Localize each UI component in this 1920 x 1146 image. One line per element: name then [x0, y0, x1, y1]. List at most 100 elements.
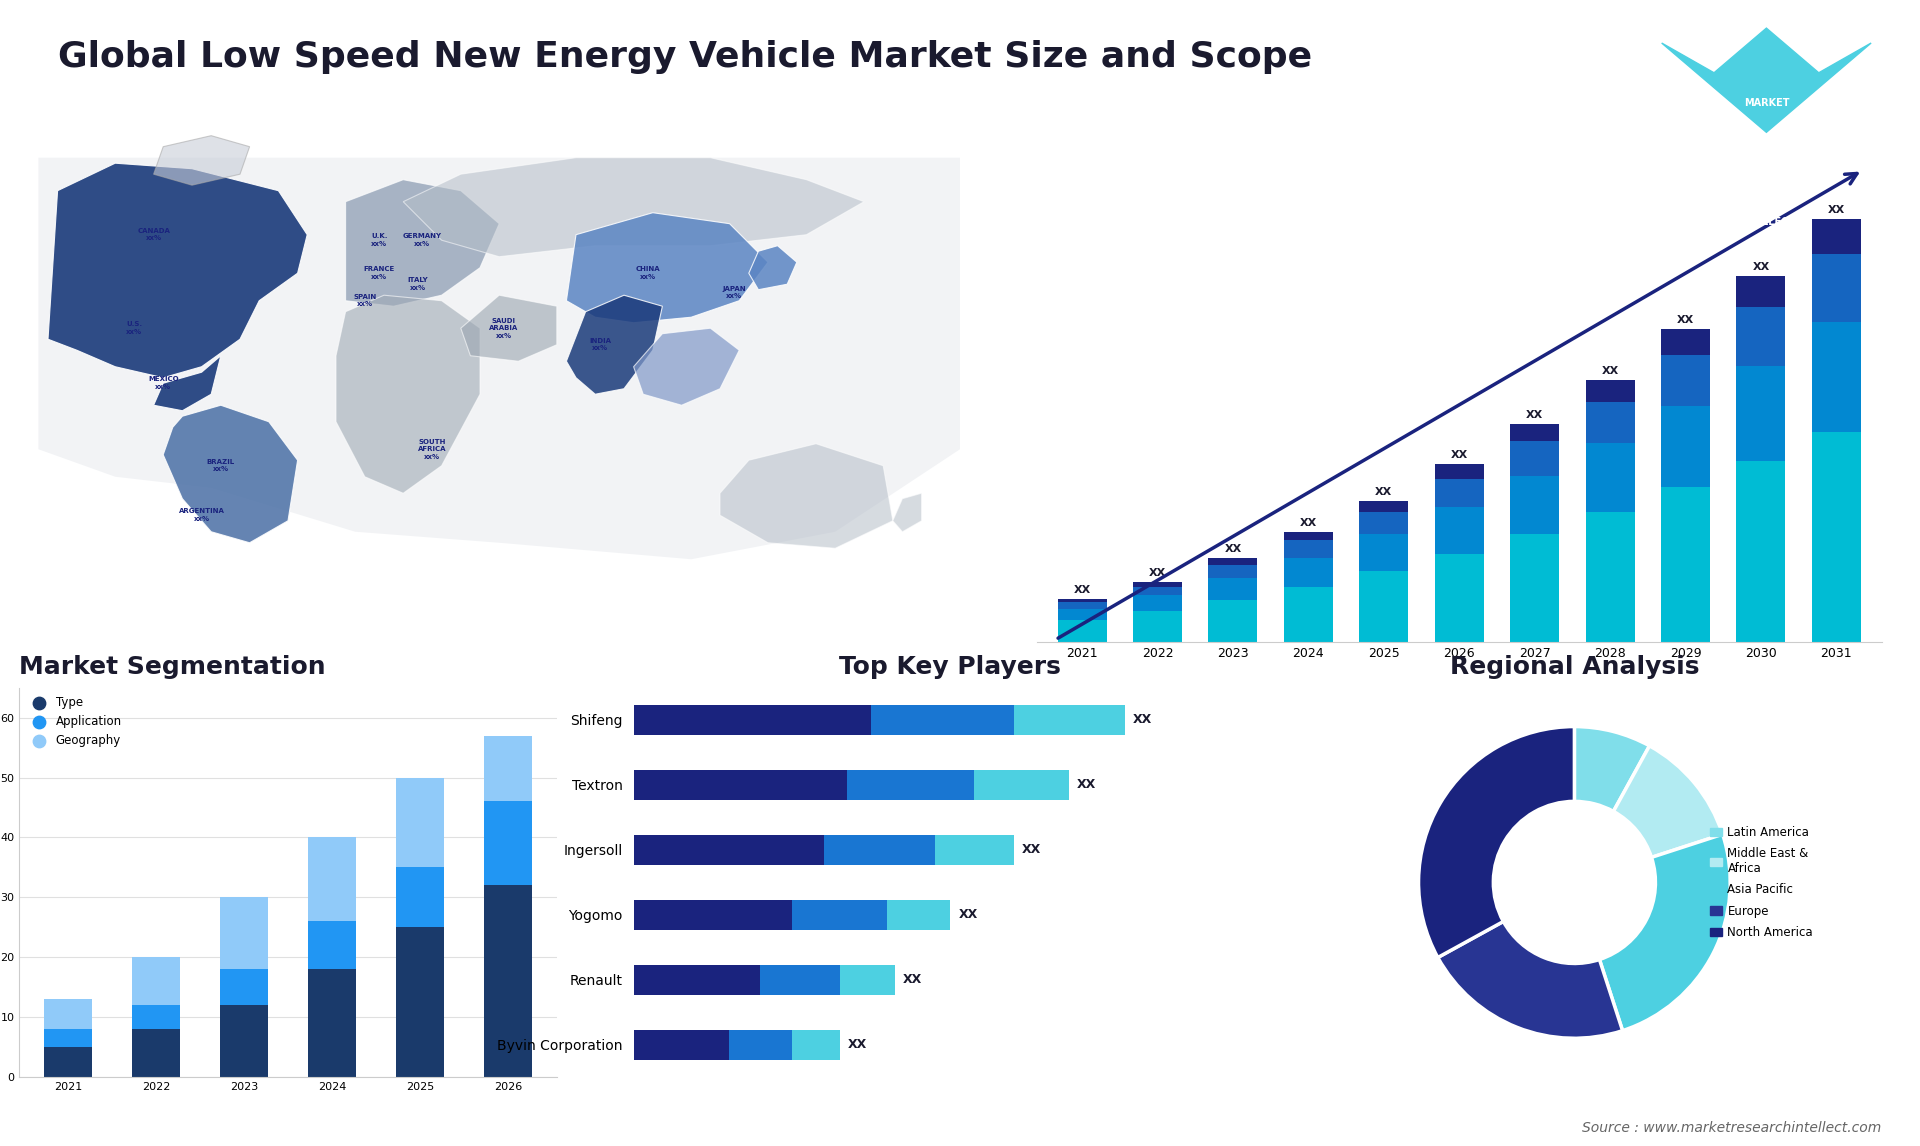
Text: XX: XX: [958, 909, 977, 921]
Polygon shape: [566, 213, 768, 323]
Polygon shape: [893, 493, 922, 532]
Bar: [1434, 464, 1484, 479]
Bar: [1511, 477, 1559, 534]
Bar: [219, 970, 269, 1005]
Bar: [973, 770, 1069, 800]
Bar: [847, 770, 973, 800]
Text: XX: XX: [1452, 450, 1467, 461]
Bar: [1359, 501, 1407, 512]
Text: XX: XX: [1077, 778, 1096, 792]
Text: XX: XX: [1526, 409, 1544, 419]
Text: ARGENTINA
xx%: ARGENTINA xx%: [179, 509, 225, 521]
Bar: [1661, 487, 1711, 642]
Text: XX: XX: [902, 973, 922, 987]
Bar: [484, 801, 532, 886]
Bar: [1208, 578, 1258, 599]
Bar: [1812, 219, 1860, 254]
Polygon shape: [336, 296, 480, 493]
Bar: [132, 957, 180, 1005]
Bar: [1284, 541, 1332, 558]
Text: INDIA
xx%: INDIA xx%: [589, 338, 611, 352]
Bar: [1586, 512, 1634, 642]
Bar: [396, 777, 444, 868]
Text: XX: XX: [1225, 544, 1242, 554]
Bar: [396, 927, 444, 1077]
Text: XX: XX: [1148, 568, 1165, 579]
Polygon shape: [720, 444, 893, 548]
Bar: [1661, 355, 1711, 406]
Bar: [634, 1030, 730, 1060]
Bar: [1434, 508, 1484, 554]
Bar: [1058, 598, 1106, 602]
Text: SPAIN
xx%: SPAIN xx%: [353, 295, 376, 307]
Bar: [44, 1047, 92, 1077]
Bar: [1133, 582, 1183, 587]
Wedge shape: [1599, 834, 1730, 1030]
Polygon shape: [38, 158, 960, 559]
Bar: [1359, 571, 1407, 642]
Text: ITALY
xx%: ITALY xx%: [407, 277, 428, 291]
Text: INTELLECT: INTELLECT: [1738, 217, 1795, 227]
Bar: [1812, 254, 1860, 322]
Bar: [1284, 587, 1332, 642]
Text: U.K.
xx%: U.K. xx%: [371, 234, 388, 246]
Bar: [1511, 441, 1559, 477]
Bar: [132, 1029, 180, 1077]
Bar: [1586, 444, 1634, 512]
Legend: Type, Application, Geography: Type, Application, Geography: [25, 693, 125, 749]
Bar: [219, 897, 269, 970]
Bar: [839, 965, 895, 995]
Polygon shape: [1661, 29, 1872, 132]
Polygon shape: [48, 163, 307, 378]
Bar: [1133, 596, 1183, 611]
Bar: [1359, 534, 1407, 571]
Wedge shape: [1574, 727, 1649, 811]
Text: XX: XX: [1676, 315, 1693, 324]
Bar: [1058, 609, 1106, 620]
Bar: [1359, 512, 1407, 534]
Bar: [307, 921, 357, 970]
Bar: [44, 999, 92, 1029]
Text: XX: XX: [1073, 584, 1091, 595]
Polygon shape: [566, 296, 662, 394]
Bar: [760, 965, 839, 995]
Text: U.S.
xx%: U.S. xx%: [127, 322, 142, 335]
Bar: [1511, 534, 1559, 642]
Polygon shape: [154, 135, 250, 186]
Bar: [1736, 367, 1786, 461]
Text: XX: XX: [1133, 714, 1152, 727]
Bar: [1736, 307, 1786, 367]
Bar: [1736, 461, 1786, 642]
Text: CHINA
xx%: CHINA xx%: [636, 267, 660, 280]
Bar: [791, 1030, 839, 1060]
Text: Global Low Speed New Energy Vehicle Market Size and Scope: Global Low Speed New Energy Vehicle Mark…: [58, 40, 1311, 74]
Title: Top Key Players: Top Key Players: [839, 654, 1062, 678]
Bar: [1284, 532, 1332, 541]
Bar: [484, 736, 532, 801]
Bar: [396, 868, 444, 927]
Bar: [1014, 705, 1125, 735]
Text: Market Segmentation: Market Segmentation: [19, 654, 326, 678]
Text: FRANCE
xx%: FRANCE xx%: [363, 267, 396, 280]
Bar: [872, 705, 1014, 735]
Bar: [1586, 379, 1634, 401]
Bar: [1511, 424, 1559, 441]
Bar: [132, 1005, 180, 1029]
Bar: [307, 838, 357, 921]
Wedge shape: [1613, 746, 1722, 857]
Text: XX: XX: [1753, 262, 1770, 272]
Polygon shape: [154, 355, 221, 410]
Bar: [1058, 602, 1106, 609]
Polygon shape: [461, 296, 557, 361]
Bar: [219, 1005, 269, 1077]
Polygon shape: [163, 406, 298, 543]
Text: RESEARCH: RESEARCH: [1738, 157, 1795, 167]
Bar: [791, 901, 887, 929]
Bar: [824, 835, 935, 864]
Text: MEXICO
xx%: MEXICO xx%: [148, 377, 179, 390]
Bar: [1208, 599, 1258, 642]
Bar: [1058, 620, 1106, 642]
Bar: [1586, 401, 1634, 444]
Bar: [935, 835, 1014, 864]
Bar: [634, 705, 872, 735]
